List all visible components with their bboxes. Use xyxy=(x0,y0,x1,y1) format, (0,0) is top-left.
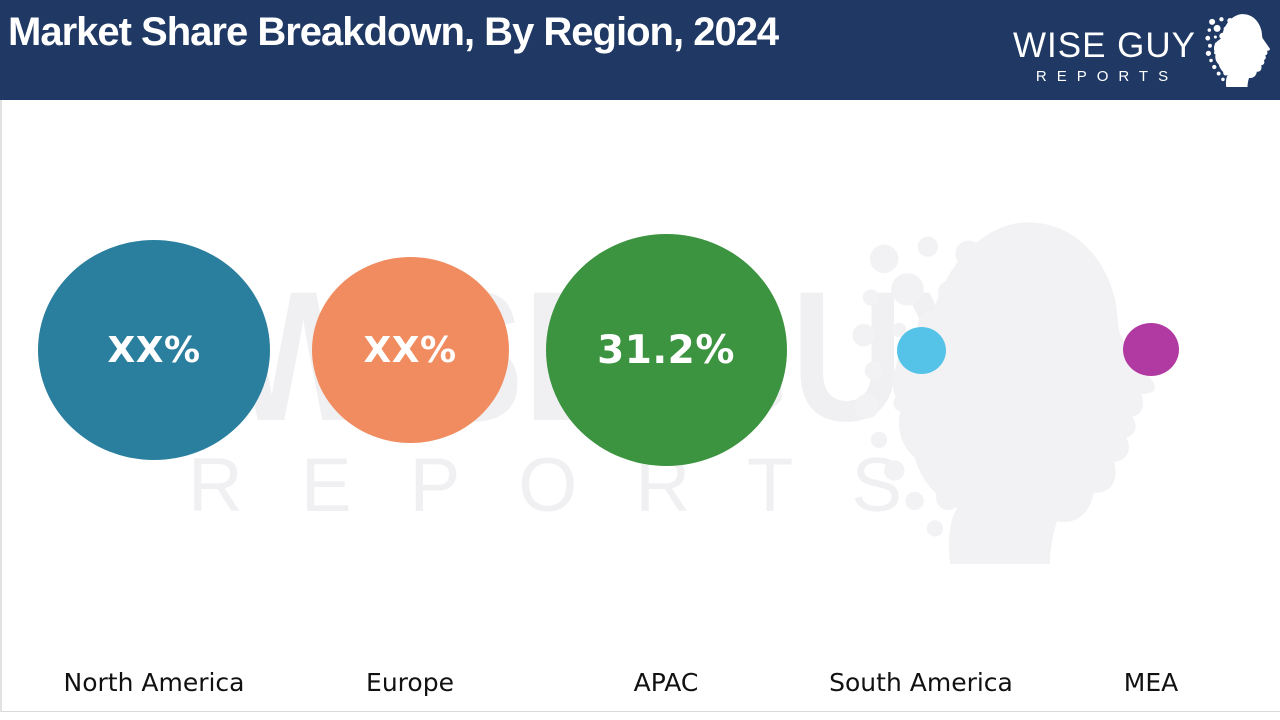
bubble-south-america xyxy=(896,326,946,374)
category-label-south-america: South America xyxy=(829,668,1013,697)
category-label-mea: MEA xyxy=(1123,668,1179,697)
category-label-apac: APAC xyxy=(633,668,699,697)
bubble-apac: 31.2% xyxy=(545,234,787,466)
bubble-value-label: XX% xyxy=(363,329,457,371)
watermark-subtitle: REPORTS xyxy=(188,443,961,528)
logo-text: WISE GUY REPORTS xyxy=(1013,28,1196,85)
bubble-value-label: XX% xyxy=(107,329,201,371)
header-bar: Market Share Breakdown, By Region, 2024 … xyxy=(0,0,1280,100)
bubble-north-america: XX% xyxy=(38,240,270,460)
logo-subtitle: REPORTS xyxy=(1035,67,1179,85)
bubble-mea xyxy=(1123,322,1179,376)
wise-guy-logo: WISE GUY REPORTS xyxy=(1013,8,1274,90)
bubble-europe: XX% xyxy=(311,257,509,443)
head-profile-dots-icon xyxy=(1205,14,1270,87)
category-label-europe: Europe xyxy=(366,668,454,697)
bubble-value-label: 31.2% xyxy=(597,327,735,373)
category-label-north-america: North America xyxy=(63,668,245,697)
logo-wordmark: WISE GUY xyxy=(1012,25,1196,65)
page-title: Market Share Breakdown, By Region, 2024 xyxy=(8,10,779,54)
